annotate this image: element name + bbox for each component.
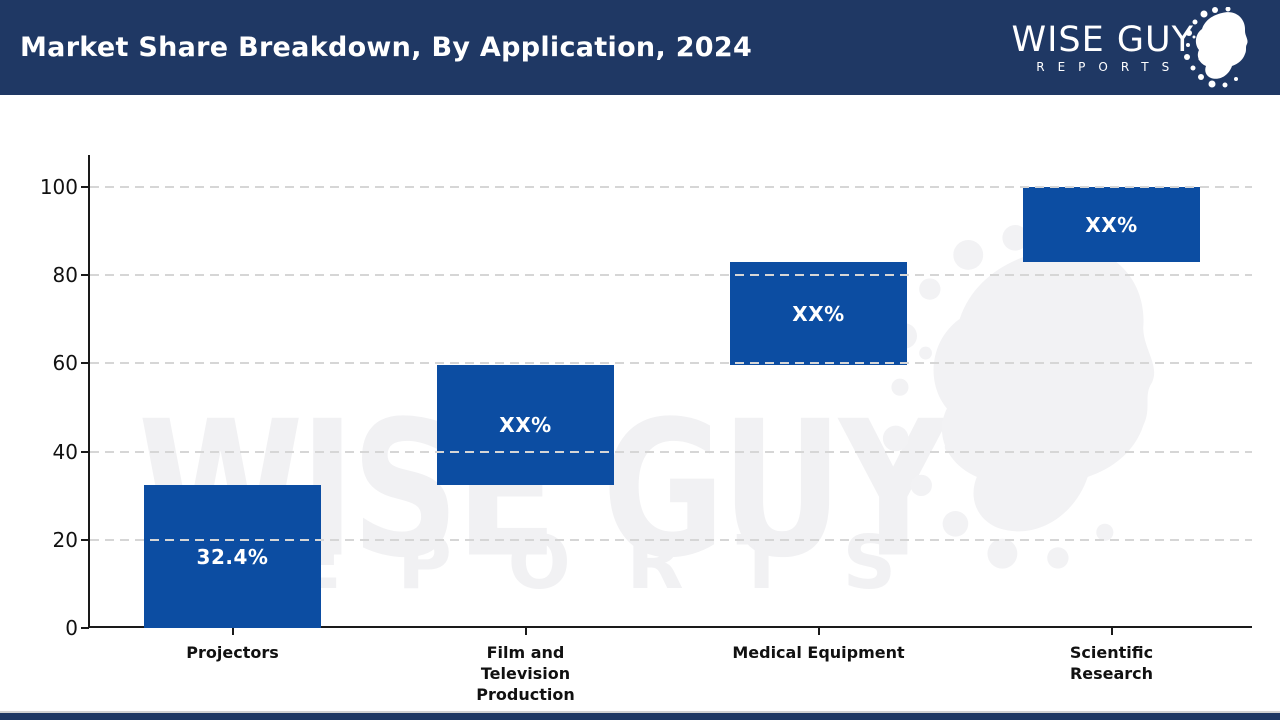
header-bar: Market Share Breakdown, By Application, …: [0, 0, 1280, 95]
y-axis-tick-mark: [81, 627, 89, 629]
category-label-line: Television: [480, 664, 571, 683]
x-axis-tick-mark: [524, 628, 527, 635]
category-label: Film and Television Production: [476, 642, 574, 705]
y-axis-tick-label: 100: [39, 175, 78, 199]
wise-guy-logo: WISE GUY REPORTS: [1011, 6, 1254, 89]
category-label: Projectors: [186, 642, 278, 663]
y-axis-tick-mark: [81, 450, 89, 453]
watermark-head-icon: [882, 225, 1155, 569]
gridline: [90, 450, 1252, 453]
y-axis-tick-label: 60: [52, 351, 78, 376]
category-label-line: Research: [1069, 664, 1154, 683]
category-label-line: Film and: [486, 643, 565, 662]
x-axis-tick-mark: [817, 628, 820, 635]
gridline: [90, 362, 1252, 365]
x-axis-tick-mark: [231, 628, 234, 635]
bar-segment: [1023, 187, 1200, 263]
page-title: Market Share Breakdown, By Application, …: [20, 32, 753, 63]
gridline: [90, 538, 1252, 541]
bar-segment: [730, 262, 907, 366]
category-label-line: Scientific: [1069, 643, 1154, 662]
category-label-line: Medical Equipment: [732, 643, 905, 662]
category-label: Medical Equipment: [732, 642, 904, 663]
logo-subtitle: REPORTS: [1036, 60, 1183, 74]
logo-wordmark: WISE GUY: [1011, 20, 1194, 60]
y-axis-tick-mark: [81, 538, 89, 541]
category-label-line: Production: [476, 685, 575, 704]
footer-bar: [0, 713, 1280, 720]
chart-area: WISE GUY REPORTS 32.4% XX% XX% XX% 0 20 40 60 80…: [0, 95, 1280, 712]
y-axis-tick-mark: [81, 274, 89, 277]
gridline: [90, 274, 1252, 277]
y-axis-tick-mark: [81, 362, 89, 365]
y-axis-tick-label: 40: [52, 439, 78, 464]
gridline: [90, 186, 1252, 188]
x-axis-tick-mark: [1110, 628, 1113, 635]
bar-segment: [437, 365, 614, 486]
y-axis-tick-label: 0: [65, 616, 78, 640]
y-axis-tick-label: 20: [52, 527, 78, 552]
logo-text: WISE GUY REPORTS: [1011, 21, 1194, 74]
bar-segment: [144, 485, 321, 628]
category-label-line: Projectors: [186, 643, 279, 662]
bottom-divider: [0, 711, 1280, 713]
y-axis-tick-label: 80: [52, 263, 78, 288]
y-axis-tick-mark: [81, 186, 89, 188]
head-profile-dots-icon: [1184, 6, 1248, 87]
category-label: Scientific Research: [1070, 642, 1153, 684]
plot-area: 32.4% XX% XX% XX% 0 20 40 60 80 100 Projectors Film…: [40, 155, 1252, 704]
